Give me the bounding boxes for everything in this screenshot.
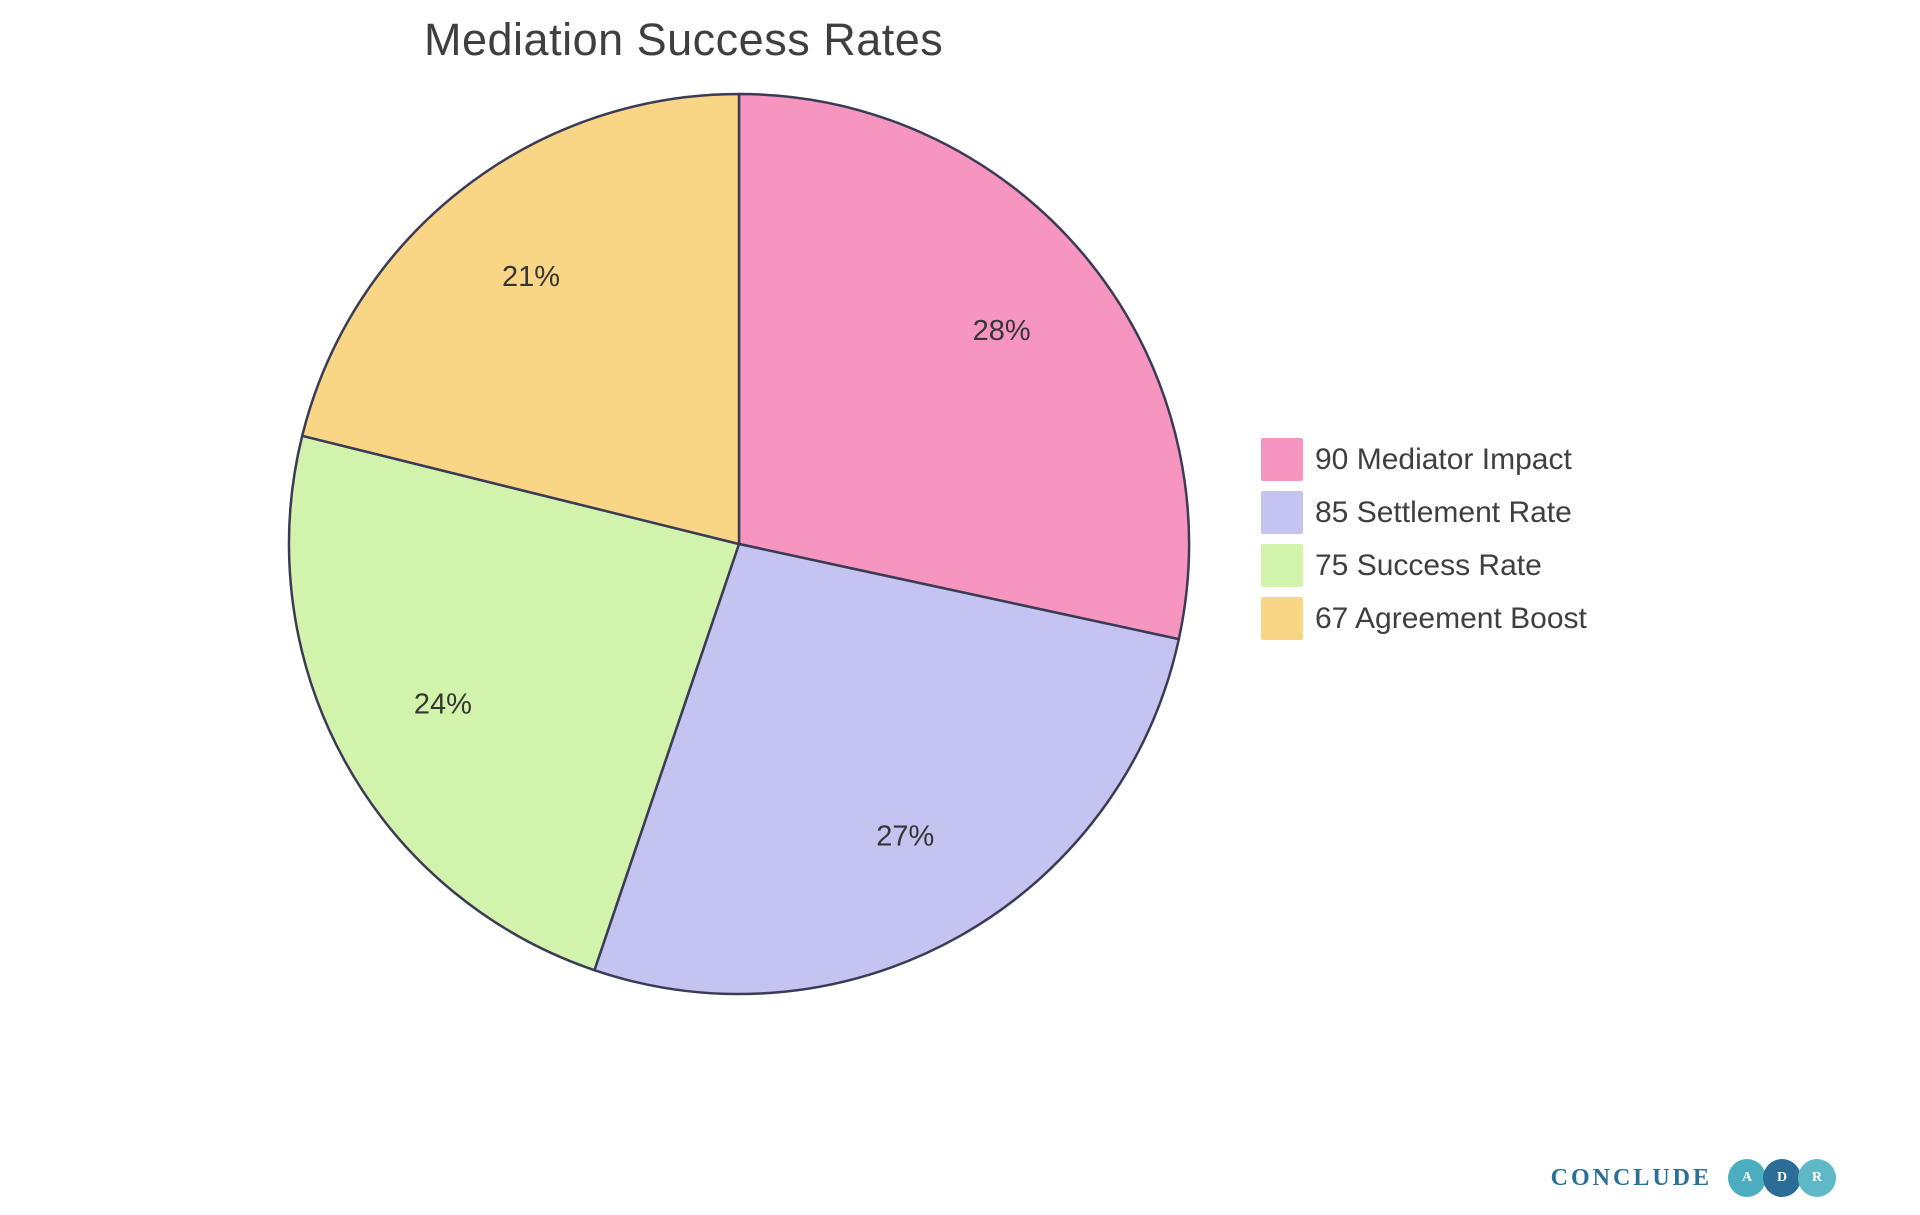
chart-title: Mediation Success Rates [424,14,944,65]
legend-swatch [1261,544,1303,587]
legend-label: 90 Mediator Impact [1315,442,1572,476]
legend-swatch [1261,491,1303,534]
slice-percent-label: 24% [414,689,472,721]
legend-label: 85 Settlement Rate [1315,495,1572,529]
pie-slice-1 [737,92,1191,641]
badge-d-icon: D [1763,1159,1801,1197]
pie-chart: 28% 27% 24% 21% [287,92,1191,996]
badge-a-icon: A [1728,1159,1766,1197]
conclude-wordmark: CONCLUDE [1550,1164,1712,1191]
legend-swatch [1261,438,1303,481]
legend-label: 67 Agreement Boost [1315,601,1587,635]
pie-slice-3 [287,434,741,972]
legend-item: 85 Settlement Rate [1261,491,1587,534]
slice-percent-label: 28% [973,315,1031,347]
pie-slice-2 [593,542,1181,996]
legend: 90 Mediator Impact 85 Settlement Rate 75 S… [1261,438,1587,640]
legend-item: 90 Mediator Impact [1261,438,1587,481]
slice-percent-label: 27% [876,820,934,852]
legend-item: 75 Success Rate [1261,544,1587,587]
pie-slice-4 [300,92,741,546]
legend-swatch [1261,597,1303,640]
slice-percent-label: 21% [502,261,560,293]
legend-label: 75 Success Rate [1315,548,1542,582]
badge-r-icon: R [1798,1159,1836,1197]
legend-item: 67 Agreement Boost [1261,597,1587,640]
